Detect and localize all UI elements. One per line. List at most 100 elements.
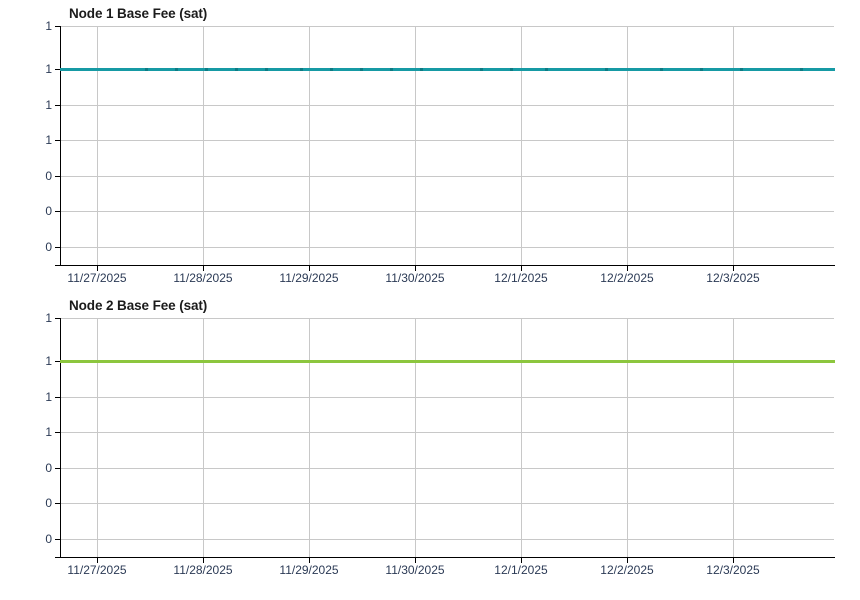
x-axis-tick <box>309 558 310 563</box>
gridline-vertical <box>97 318 98 557</box>
y-axis-tick <box>55 211 60 212</box>
data-point-marker <box>480 68 483 71</box>
y-axis-tick-label: 1 <box>45 425 52 439</box>
x-axis-tick-label: 11/28/2025 <box>173 271 233 285</box>
data-series-line <box>60 68 835 71</box>
y-axis-tick-label: 1 <box>45 98 52 112</box>
y-axis-tick-label: 1 <box>45 311 52 325</box>
x-axis-tick-label: 11/27/2025 <box>67 271 127 285</box>
gridline-horizontal <box>60 26 834 27</box>
x-axis-tick-label: 11/27/2025 <box>67 563 127 577</box>
y-axis-tick-label: 0 <box>45 532 52 546</box>
data-point-marker <box>175 68 178 71</box>
data-point-marker <box>800 68 803 71</box>
gridline-horizontal <box>60 468 834 469</box>
y-axis-tick-label: 0 <box>45 461 52 475</box>
x-axis-tick-label: 12/2/2025 <box>600 271 654 285</box>
data-point-marker <box>420 68 423 71</box>
data-point-marker <box>330 68 333 71</box>
y-axis-tick <box>55 140 60 141</box>
x-axis-line <box>60 557 835 558</box>
x-axis-tick-label: 12/2/2025 <box>600 563 654 577</box>
y-axis-tick <box>55 265 60 266</box>
data-series-line <box>60 360 835 363</box>
x-axis-tick-label: 12/1/2025 <box>494 271 548 285</box>
y-axis-tick <box>55 503 60 504</box>
gridline-horizontal <box>60 247 834 248</box>
gridline-vertical <box>521 26 522 265</box>
data-point-marker <box>660 68 663 71</box>
gridline-horizontal <box>60 211 834 212</box>
chart-node-2-base-fee: Node 2 Base Fee (sat) 1 1 1 1 0 0 0 11/27/2025 1… <box>0 292 860 592</box>
y-axis-tick-label: 1 <box>45 19 52 33</box>
gridline-vertical <box>733 26 734 265</box>
x-axis-tick <box>733 266 734 271</box>
gridline-horizontal <box>60 539 834 540</box>
y-axis-tick-label: 1 <box>45 62 52 76</box>
data-point-marker <box>545 68 548 71</box>
y-axis-tick <box>55 432 60 433</box>
gridline-horizontal <box>60 503 834 504</box>
y-axis-tick-label: 0 <box>45 496 52 510</box>
gridline-horizontal <box>60 176 834 177</box>
gridline-vertical <box>415 318 416 557</box>
gridline-horizontal <box>60 140 834 141</box>
x-axis-tick <box>521 266 522 271</box>
data-point-marker <box>205 68 208 71</box>
chart-node-1-base-fee: Node 1 Base Fee (sat) 1 1 1 1 0 0 0 11/27/2025 1… <box>0 0 860 296</box>
x-axis-tick-label: 12/1/2025 <box>494 563 548 577</box>
data-point-marker <box>300 68 303 71</box>
gridline-horizontal <box>60 318 834 319</box>
y-axis-tick-label: 1 <box>45 354 52 368</box>
y-axis-tick <box>55 105 60 106</box>
gridline-vertical <box>733 318 734 557</box>
gridline-vertical <box>309 26 310 265</box>
gridline-vertical <box>203 26 204 265</box>
x-axis-tick <box>203 266 204 271</box>
gridline-vertical <box>521 318 522 557</box>
y-axis-tick <box>55 26 60 27</box>
x-axis-tick <box>415 558 416 563</box>
x-axis-tick-label: 12/3/2025 <box>706 563 760 577</box>
y-axis-line <box>60 318 61 558</box>
x-axis-tick <box>521 558 522 563</box>
x-axis-tick-label: 11/29/2025 <box>279 271 339 285</box>
chart-1-title: Node 1 Base Fee (sat) <box>69 6 208 21</box>
y-axis-tick-label: 0 <box>45 204 52 218</box>
data-point-marker <box>235 68 238 71</box>
gridline-vertical <box>309 318 310 557</box>
y-axis-tick <box>55 69 60 70</box>
data-point-marker <box>510 68 513 71</box>
x-axis-tick <box>97 266 98 271</box>
x-axis-tick <box>203 558 204 563</box>
data-point-marker <box>145 68 148 71</box>
y-axis-tick-label: 0 <box>45 240 52 254</box>
x-axis-tick <box>627 558 628 563</box>
y-axis-tick <box>55 318 60 319</box>
y-axis-tick <box>55 468 60 469</box>
gridline-vertical <box>415 26 416 265</box>
y-axis-tick <box>55 557 60 558</box>
x-axis-line <box>60 265 835 266</box>
gridline-vertical <box>627 26 628 265</box>
y-axis-tick <box>55 361 60 362</box>
x-axis-tick <box>415 266 416 271</box>
y-axis-tick <box>55 539 60 540</box>
data-point-marker <box>605 68 608 71</box>
y-axis-tick <box>55 247 60 248</box>
gridline-vertical <box>203 318 204 557</box>
x-axis-tick <box>97 558 98 563</box>
data-point-marker <box>740 68 743 71</box>
x-axis-tick-label: 11/30/2025 <box>385 271 445 285</box>
x-axis-tick <box>627 266 628 271</box>
x-axis-tick-label: 11/28/2025 <box>173 563 233 577</box>
data-point-marker <box>360 68 363 71</box>
x-axis-tick-label: 11/29/2025 <box>279 563 339 577</box>
gridline-vertical <box>627 318 628 557</box>
x-axis-tick-label: 12/3/2025 <box>706 271 760 285</box>
y-axis-tick-label: 1 <box>45 390 52 404</box>
gridline-vertical <box>97 26 98 265</box>
data-point-marker <box>265 68 268 71</box>
chart-2-plot-area <box>60 318 834 557</box>
data-point-marker <box>700 68 703 71</box>
